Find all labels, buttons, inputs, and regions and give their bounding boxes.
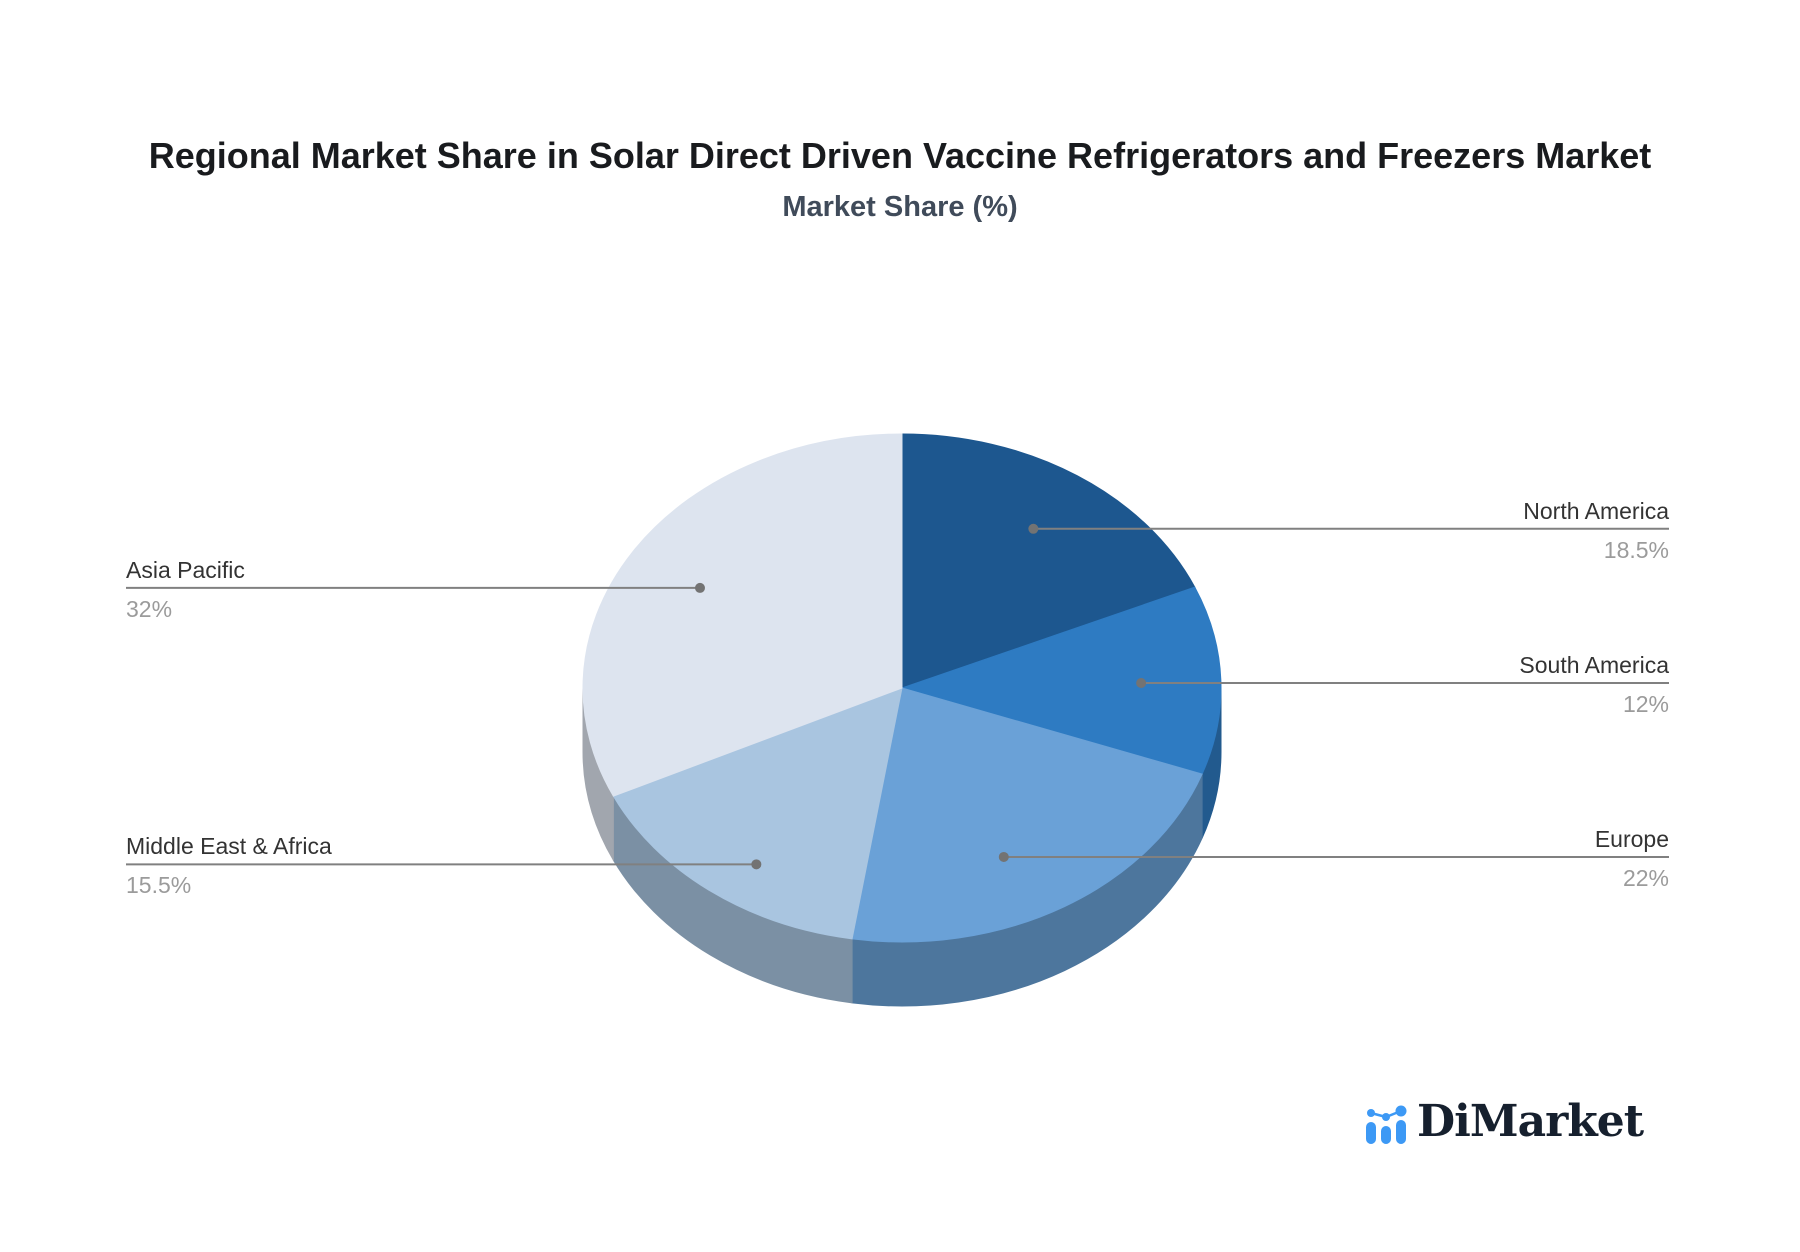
connector-dot-north-america (1028, 523, 1039, 534)
chart-title: Regional Market Share in Solar Direct Dr… (148, 135, 1652, 176)
chart-header: Regional Market Share in Solar Direct Dr… (0, 127, 1800, 224)
pie-slice-north-america[interactable] (901, 433, 1196, 689)
dimarket-logo-text: DiMarket (1417, 1096, 1644, 1147)
pie-slice-south-america[interactable] (900, 586, 1222, 775)
dimarket-logo-icon (1366, 1105, 1407, 1144)
pie-slice-europe[interactable] (851, 687, 1203, 943)
dimarket-logo: DiMarket (1365, 1096, 1644, 1147)
connector-dot-europe (998, 851, 1009, 862)
connector-dot-middle-east-africa (751, 859, 762, 870)
pie-slice-middle-east-africa[interactable] (612, 687, 903, 940)
pie-slice-asia-pacific[interactable] (582, 433, 903, 797)
connector-dot-south-america (1136, 678, 1147, 689)
chart-subtitle: Market Share (%) (782, 191, 1018, 223)
connector-dot-asia-pacific (694, 582, 705, 593)
